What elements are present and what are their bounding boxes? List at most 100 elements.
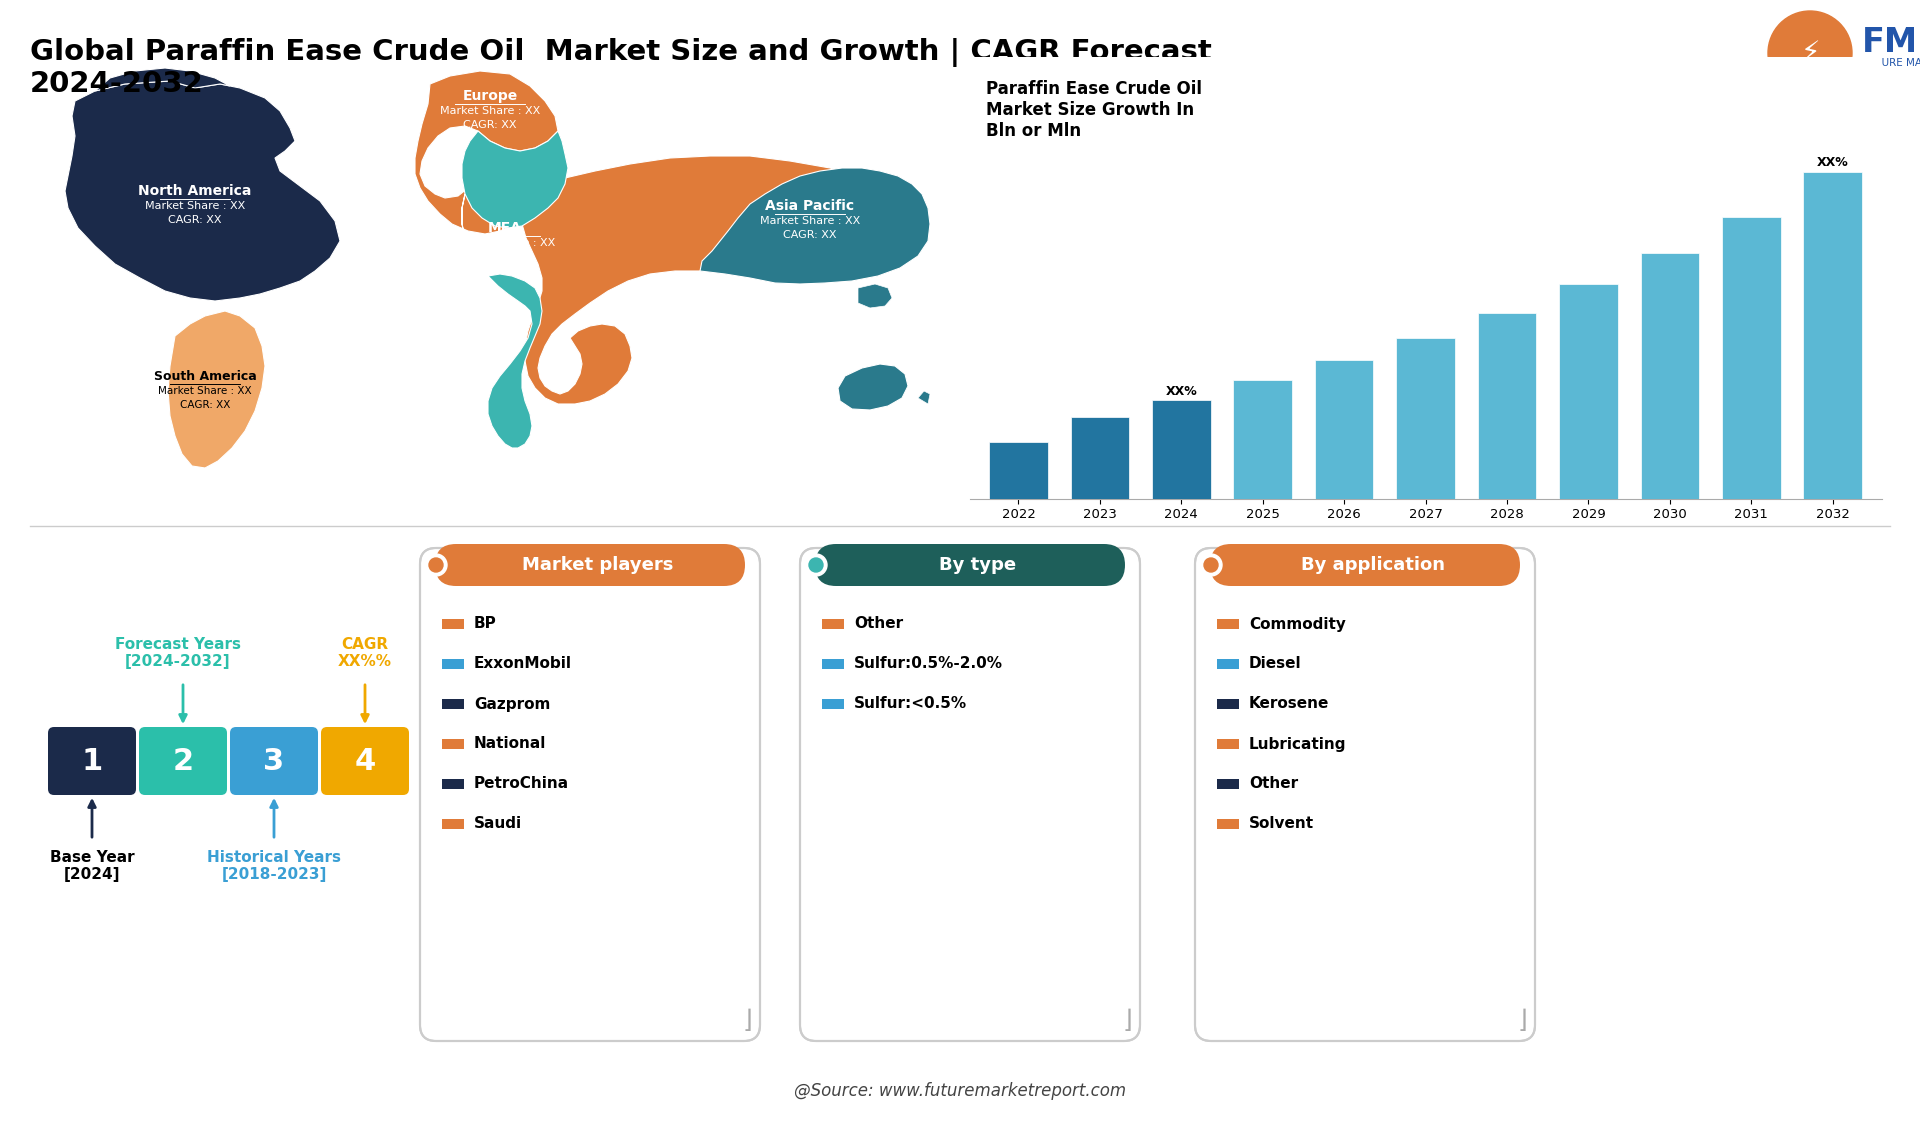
FancyBboxPatch shape (436, 544, 745, 586)
Text: Market Share : XX
CAGR: XX: Market Share : XX CAGR: XX (760, 215, 860, 240)
Bar (1152, 400, 1212, 499)
Text: Asia Pacific: Asia Pacific (766, 199, 854, 213)
Bar (1217, 659, 1238, 669)
Text: 2024-2032: 2024-2032 (31, 70, 204, 99)
Bar (989, 442, 1048, 499)
Text: MEA: MEA (488, 221, 522, 235)
Bar (1396, 338, 1455, 499)
Circle shape (1204, 558, 1217, 572)
Text: 3: 3 (263, 746, 284, 776)
Bar (1803, 172, 1862, 499)
Bar (822, 619, 845, 629)
FancyBboxPatch shape (138, 727, 227, 795)
Text: South America: South America (154, 369, 257, 383)
FancyBboxPatch shape (801, 548, 1140, 1041)
Circle shape (808, 558, 824, 572)
Text: By type: By type (939, 556, 1016, 574)
Text: Market Share : XX
CAGR: XX: Market Share : XX CAGR: XX (440, 105, 540, 129)
Text: 1: 1 (81, 746, 102, 776)
Text: 4: 4 (355, 746, 376, 776)
Bar (442, 699, 465, 709)
Text: ⌋: ⌋ (743, 1008, 753, 1033)
Text: By application: By application (1302, 556, 1446, 574)
Bar (442, 739, 465, 749)
Polygon shape (65, 81, 340, 301)
Circle shape (804, 554, 828, 576)
Text: Market Share : XX
CAGR: XX: Market Share : XX CAGR: XX (157, 386, 252, 410)
Text: @Source: www.futuremarketreport.com: @Source: www.futuremarketreport.com (795, 1082, 1125, 1100)
Text: FUTURE MARKET REPORT: FUTURE MARKET REPORT (1862, 58, 1920, 68)
Text: Commodity: Commodity (1250, 617, 1346, 631)
Polygon shape (463, 131, 568, 228)
Text: Other: Other (854, 617, 902, 631)
Text: ⌋: ⌋ (1123, 1008, 1133, 1033)
Polygon shape (701, 168, 929, 284)
FancyBboxPatch shape (1210, 544, 1521, 586)
Polygon shape (94, 68, 230, 91)
Bar (1315, 361, 1373, 499)
Text: Forecast Years
[2024-2032]: Forecast Years [2024-2032] (115, 636, 242, 669)
Text: Paraffin Ease Crude Oil
Market Size Growth In
Bln or Mln: Paraffin Ease Crude Oil Market Size Grow… (985, 80, 1202, 140)
Bar (1217, 739, 1238, 749)
Text: Solvent: Solvent (1250, 816, 1313, 832)
Polygon shape (415, 71, 559, 234)
Text: CAGR
XX%%: CAGR XX%% (338, 636, 392, 669)
Bar (822, 659, 845, 669)
Text: XX%: XX% (1816, 157, 1849, 170)
Text: Sulfur:<0.5%: Sulfur:<0.5% (854, 697, 968, 712)
Polygon shape (463, 194, 541, 448)
Bar (1559, 284, 1619, 499)
Bar (1217, 699, 1238, 709)
Polygon shape (858, 284, 893, 308)
Circle shape (428, 558, 444, 572)
Polygon shape (169, 311, 265, 468)
Text: Sulfur:0.5%-2.0%: Sulfur:0.5%-2.0% (854, 657, 1002, 672)
Bar (1217, 819, 1238, 829)
Text: FMR: FMR (1862, 26, 1920, 60)
Polygon shape (918, 391, 929, 405)
Circle shape (1768, 11, 1853, 95)
Bar (822, 699, 845, 709)
Text: Global Paraffin Ease Crude Oil  Market Size and Growth | CAGR Forecast: Global Paraffin Ease Crude Oil Market Si… (31, 38, 1212, 66)
Circle shape (1200, 554, 1221, 576)
FancyBboxPatch shape (420, 548, 760, 1041)
Bar (442, 819, 465, 829)
Text: Saudi: Saudi (474, 816, 522, 832)
Text: ExxonMobil: ExxonMobil (474, 657, 572, 672)
FancyBboxPatch shape (1194, 548, 1534, 1041)
Bar (442, 619, 465, 629)
Text: Market Share : XX
CAGR: XX: Market Share : XX CAGR: XX (144, 201, 246, 225)
Polygon shape (522, 156, 927, 405)
Bar (1640, 253, 1699, 499)
Text: Lubricating: Lubricating (1250, 737, 1346, 752)
Bar (1722, 217, 1780, 499)
Bar (1217, 619, 1238, 629)
Text: XX%: XX% (1165, 385, 1198, 398)
Circle shape (424, 554, 447, 576)
Bar (1217, 779, 1238, 788)
Text: Base Year
[2024]: Base Year [2024] (50, 850, 134, 882)
Text: Other: Other (1250, 777, 1298, 792)
Text: National: National (474, 737, 547, 752)
Bar (442, 659, 465, 669)
Text: PetroChina: PetroChina (474, 777, 568, 792)
Text: ⌋: ⌋ (1517, 1008, 1526, 1033)
Bar (1478, 313, 1536, 499)
Bar (1071, 417, 1129, 499)
Text: Europe: Europe (463, 89, 518, 103)
FancyBboxPatch shape (48, 727, 136, 795)
Text: Diesel: Diesel (1250, 657, 1302, 672)
FancyBboxPatch shape (814, 544, 1125, 586)
Text: ⚡: ⚡ (1801, 39, 1820, 66)
Text: BP: BP (474, 617, 497, 631)
Text: Market players: Market players (522, 556, 674, 574)
FancyBboxPatch shape (230, 727, 319, 795)
Text: Market Share : XX
CAGR: XX: Market Share : XX CAGR: XX (455, 238, 555, 262)
Text: North America: North America (138, 185, 252, 198)
Text: Gazprom: Gazprom (474, 697, 551, 712)
Text: 2: 2 (173, 746, 194, 776)
Polygon shape (837, 364, 908, 410)
FancyBboxPatch shape (321, 727, 409, 795)
Bar (442, 779, 465, 788)
Bar (1233, 380, 1292, 499)
